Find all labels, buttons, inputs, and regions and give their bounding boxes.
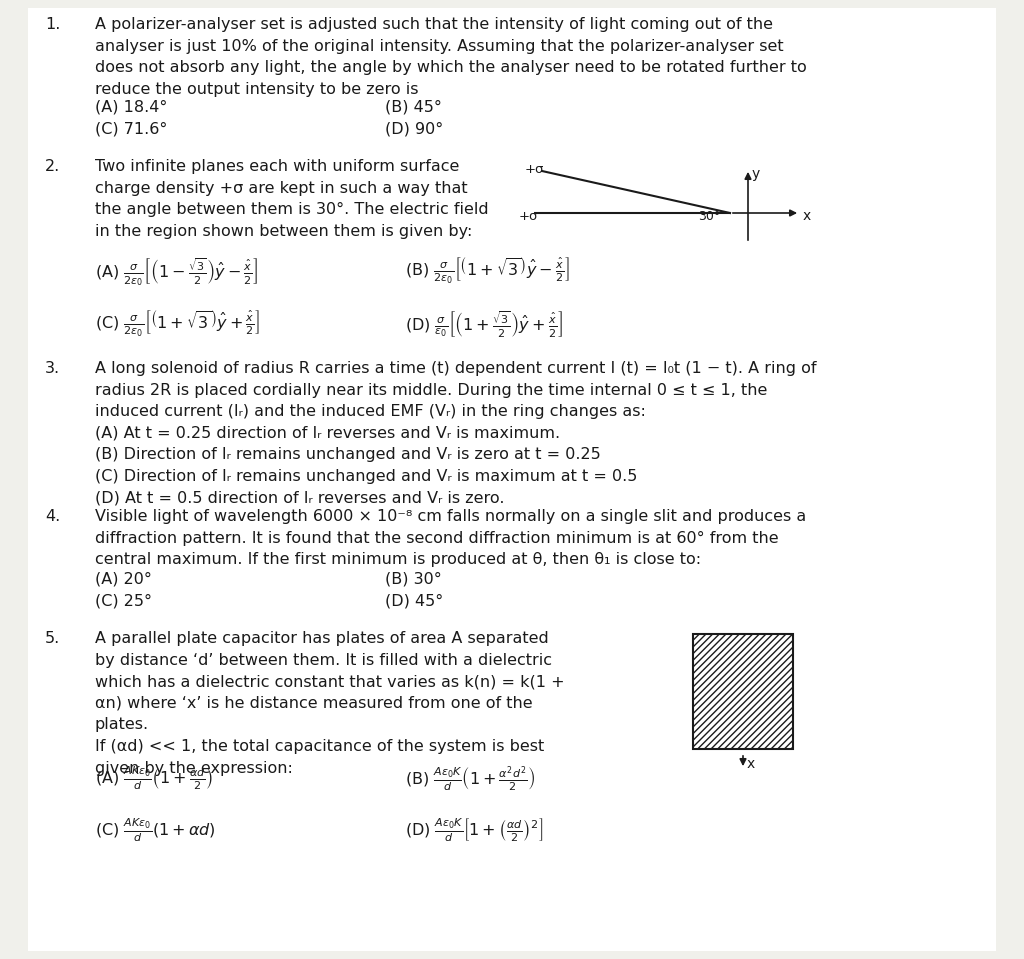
Text: (D) $\frac{A\varepsilon_0 K}{d}\left[1+\left(\frac{\alpha d}{2}\right)^2\right]$: (D) $\frac{A\varepsilon_0 K}{d}\left[1+\… [406, 816, 544, 844]
Text: (D) $\frac{\sigma}{\varepsilon_0}\left[\left(1+\frac{\sqrt{3}}{2}\right)\hat{y}+: (D) $\frac{\sigma}{\varepsilon_0}\left[\… [406, 309, 563, 339]
Text: +σ: +σ [525, 163, 545, 176]
Text: 30°: 30° [698, 210, 720, 223]
Text: (B) 30°: (B) 30° [385, 571, 441, 586]
Text: (C) 71.6°: (C) 71.6° [95, 121, 167, 136]
Text: 1.: 1. [45, 17, 60, 32]
Bar [693, 634, 793, 749]
Text: (B) $\frac{\sigma}{2\varepsilon_0}\left[\left(1+\sqrt{3}\right)\hat{y}-\frac{\ha: (B) $\frac{\sigma}{2\varepsilon_0}\left[… [406, 256, 570, 287]
Text: (B) 45°: (B) 45° [385, 99, 442, 114]
Text: 3.: 3. [45, 361, 60, 376]
Text: x: x [803, 209, 811, 223]
Text: (C) $\frac{\sigma}{2\varepsilon_0}\left[\left(1+\sqrt{3}\right)\hat{y}+\frac{\ha: (C) $\frac{\sigma}{2\varepsilon_0}\left[… [95, 309, 260, 339]
Text: (A) 18.4°: (A) 18.4° [95, 99, 167, 114]
Text: (A) $\frac{\sigma}{2\varepsilon_0}\left[\left(1-\frac{\sqrt{3}}{2}\right)\hat{y}: (A) $\frac{\sigma}{2\varepsilon_0}\left[… [95, 256, 259, 288]
Text: A polarizer-analyser set is adjusted such that the intensity of light coming out: A polarizer-analyser set is adjusted suc… [95, 17, 807, 97]
Text: 5.: 5. [45, 631, 60, 646]
Text: A long solenoid of radius R carries a time (t) dependent current I (t) = I₀t (1 : A long solenoid of radius R carries a ti… [95, 361, 816, 505]
Text: y: y [752, 167, 760, 181]
Text: Two infinite planes each with uniform surface
charge density +σ are kept in such: Two infinite planes each with uniform su… [95, 159, 488, 239]
Text: x: x [746, 757, 756, 771]
Text: (C) $\frac{AK\varepsilon_0}{d}\left(1+\alpha d\right)$: (C) $\frac{AK\varepsilon_0}{d}\left(1+\a… [95, 816, 216, 844]
Text: (B) $\frac{A\varepsilon_0 K}{d}\left(1+\frac{\alpha^2 d^2}{2}\right)$: (B) $\frac{A\varepsilon_0 K}{d}\left(1+\… [406, 764, 536, 794]
Text: 2.: 2. [45, 159, 60, 174]
Text: Visible light of wavelength 6000 × 10⁻⁸ cm falls normally on a single slit and p: Visible light of wavelength 6000 × 10⁻⁸ … [95, 509, 806, 567]
Text: A parallel plate capacitor has plates of area A separated
by distance ‘d’ betwee: A parallel plate capacitor has plates of… [95, 631, 564, 776]
Text: (A) $\frac{AK\varepsilon_0}{d}\left(1+\frac{\alpha d}{2}\right)$: (A) $\frac{AK\varepsilon_0}{d}\left(1+\f… [95, 764, 213, 792]
Text: (A) 20°: (A) 20° [95, 571, 152, 586]
Text: (D) 45°: (D) 45° [385, 593, 443, 608]
Text: 4.: 4. [45, 509, 60, 524]
Text: (C) 25°: (C) 25° [95, 593, 152, 608]
Text: +σ: +σ [519, 210, 539, 223]
Text: (D) 90°: (D) 90° [385, 121, 443, 136]
